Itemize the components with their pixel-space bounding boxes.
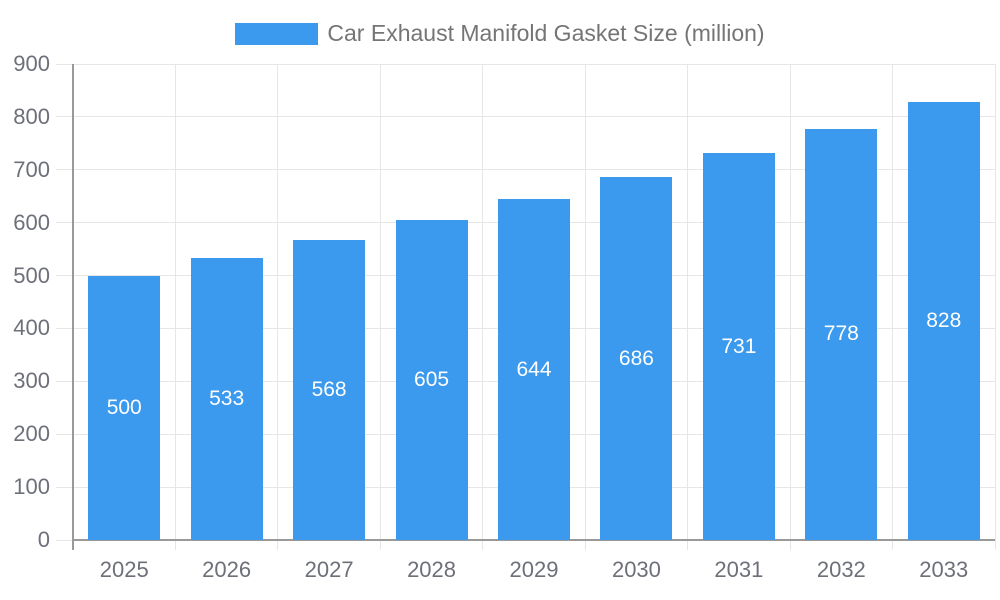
x-axis-tick [687,540,689,550]
bar[interactable]: 605 [395,220,468,540]
y-tick-label: 700 [13,156,50,182]
bar-value-label: 778 [823,322,859,346]
x-axis-tick [379,540,381,550]
bar[interactable]: 533 [190,258,263,540]
y-tick-label: 600 [13,209,50,235]
y-tick-label: 0 [37,527,50,552]
x-tick-label: 2030 [611,557,661,582]
bar-value-label: 533 [209,387,245,411]
y-tick-label: 100 [13,474,50,500]
x-tick-label: 2031 [714,557,764,582]
y-tick-label: 900 [13,51,50,76]
x-gridline [789,64,791,540]
bar-value-label: 644 [516,357,552,381]
plot-area: 0 100 200 300 400 500 600 700 800 900 500 2025 533 20… [13,51,996,582]
x-axis-tick [277,540,279,550]
legend-item[interactable]: Car Exhaust Manifold Gasket Size (millio… [0,20,1000,47]
bar-value-label: 568 [311,377,347,401]
x-gridline [174,64,176,540]
y-tick-label: 500 [13,262,50,288]
x-gridline [277,64,279,540]
x-tick-label: 2029 [509,557,559,582]
x-gridline [584,64,586,540]
x-axis-tick [994,540,996,550]
x-gridline [379,64,381,540]
bar[interactable]: 644 [498,199,570,540]
bar-value-label: 686 [618,346,654,370]
y-tick-label: 300 [13,368,50,394]
bar-value-label: 731 [721,334,757,358]
y-gridline [56,116,995,118]
y-gridline [56,63,995,65]
x-tick-label: 2032 [816,557,866,582]
x-gridline [687,64,689,540]
x-axis-line [73,539,995,541]
x-axis-tick [174,540,176,550]
legend-label: Car Exhaust Manifold Gasket Size (millio… [327,20,765,46]
x-gridline [482,64,484,540]
bar-value-label: 500 [106,395,142,419]
bar[interactable]: 500 [88,275,161,540]
y-tick-label: 200 [13,421,50,447]
legend-swatch [235,22,319,45]
x-axis-tick [892,540,894,550]
bar[interactable]: 731 [702,153,775,540]
x-axis-tick [789,540,791,550]
y-axis-line [72,64,74,550]
x-tick-label: 2026 [202,557,252,582]
bar-value-label: 828 [926,309,962,333]
bar[interactable]: 778 [805,128,878,540]
y-tick-label: 400 [13,315,50,341]
bar[interactable]: 828 [907,102,980,540]
x-tick-label: 2028 [407,557,457,582]
x-gridline [994,64,996,540]
x-tick-label: 2025 [99,557,149,582]
y-tick-label: 800 [13,103,50,129]
x-axis-tick [482,540,484,550]
y-gridline [56,169,995,171]
x-tick-label: 2033 [919,557,969,582]
bar[interactable]: 568 [293,239,366,540]
x-tick-label: 2027 [304,557,354,582]
x-axis-tick [584,540,586,550]
bar[interactable]: 686 [600,177,673,540]
x-gridline [892,64,894,540]
bar-value-label: 605 [414,368,450,392]
